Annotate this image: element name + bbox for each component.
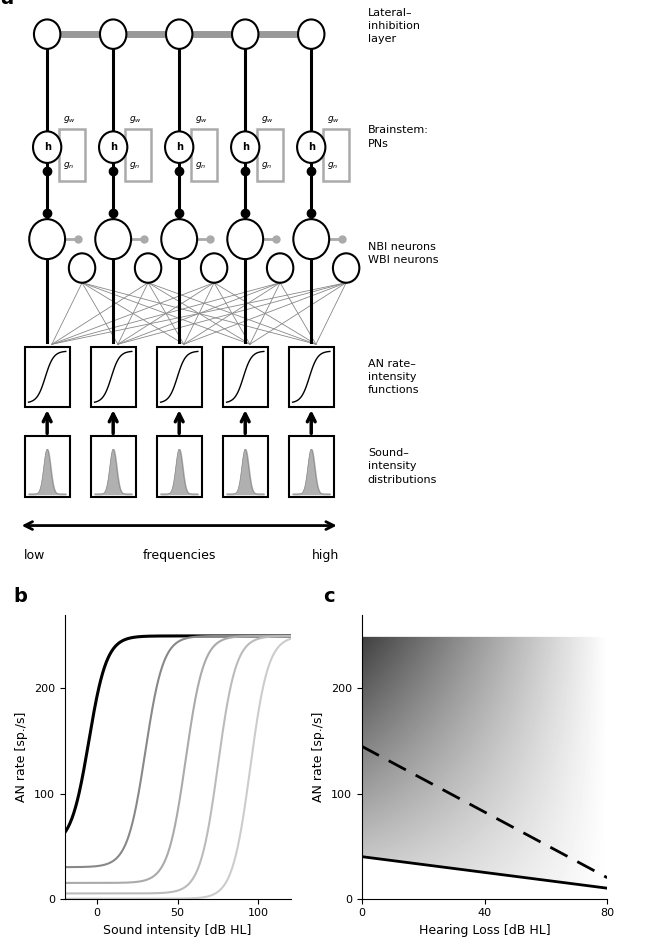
Circle shape (297, 131, 326, 163)
Circle shape (99, 131, 127, 163)
Bar (25, 436, 70, 497)
Text: Sound–
intensity
distributions: Sound– intensity distributions (368, 448, 437, 484)
Circle shape (100, 20, 127, 49)
Circle shape (165, 131, 193, 163)
Bar (223, 436, 267, 497)
Y-axis label: AN rate [sp./s]: AN rate [sp./s] (16, 711, 28, 802)
Bar (157, 347, 202, 408)
Circle shape (29, 219, 65, 259)
Text: $g_n$: $g_n$ (261, 160, 272, 171)
Circle shape (34, 20, 60, 49)
Circle shape (69, 254, 95, 283)
Text: high: high (312, 550, 340, 562)
Circle shape (333, 254, 359, 283)
Bar (223, 347, 267, 408)
Bar (191, 129, 217, 182)
Circle shape (227, 219, 263, 259)
Text: $g_n$: $g_n$ (63, 160, 74, 171)
Text: $g_n$: $g_n$ (194, 160, 206, 171)
Text: $g_w$: $g_w$ (261, 114, 274, 125)
Circle shape (232, 20, 258, 49)
Text: b: b (13, 587, 26, 605)
Bar (289, 436, 333, 497)
Text: low: low (24, 550, 45, 562)
X-axis label: Hearing Loss [dB HL]: Hearing Loss [dB HL] (419, 924, 550, 937)
Text: $g_n$: $g_n$ (129, 160, 140, 171)
Bar (91, 347, 136, 408)
Bar (25, 347, 70, 408)
Text: $g_n$: $g_n$ (327, 160, 338, 171)
Text: h: h (44, 142, 50, 152)
Bar (257, 129, 283, 182)
Bar (157, 436, 202, 497)
Circle shape (201, 254, 227, 283)
Bar (289, 347, 333, 408)
Circle shape (267, 254, 293, 283)
Y-axis label: AN rate [sp./s]: AN rate [sp./s] (313, 711, 326, 802)
Circle shape (293, 219, 329, 259)
Circle shape (95, 219, 131, 259)
Bar (91, 436, 136, 497)
Text: a: a (0, 0, 13, 8)
Circle shape (33, 131, 61, 163)
Text: h: h (307, 142, 315, 152)
X-axis label: Sound intensity [dB HL]: Sound intensity [dB HL] (103, 924, 252, 937)
Text: frequencies: frequencies (143, 550, 216, 562)
Text: Brainstem:
PNs: Brainstem: PNs (368, 125, 429, 149)
Circle shape (231, 131, 259, 163)
Bar (323, 129, 349, 182)
Bar (59, 129, 85, 182)
Bar (125, 129, 151, 182)
Text: AN rate–
intensity
functions: AN rate– intensity functions (368, 359, 419, 395)
Text: $g_w$: $g_w$ (63, 114, 76, 125)
Text: h: h (176, 142, 183, 152)
Text: $g_w$: $g_w$ (129, 114, 141, 125)
Circle shape (135, 254, 162, 283)
Text: c: c (323, 587, 335, 605)
Circle shape (162, 219, 197, 259)
Circle shape (298, 20, 324, 49)
Text: Lateral–
inhibition
layer: Lateral– inhibition layer (368, 9, 420, 44)
Text: $g_w$: $g_w$ (194, 114, 208, 125)
Circle shape (166, 20, 193, 49)
Text: $g_w$: $g_w$ (327, 114, 340, 125)
Text: h: h (110, 142, 117, 152)
Text: NBI neurons
WBI neurons: NBI neurons WBI neurons (368, 242, 439, 265)
Text: h: h (242, 142, 249, 152)
